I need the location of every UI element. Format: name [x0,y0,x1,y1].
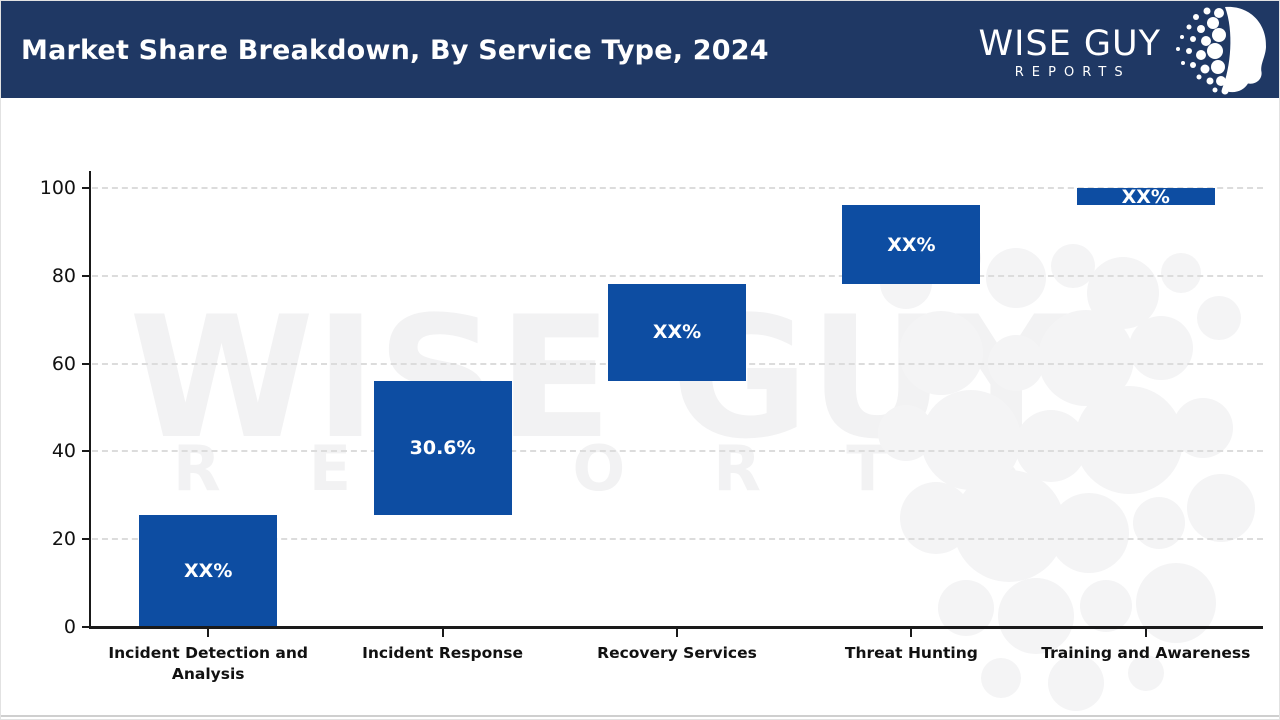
gridline [92,274,1263,277]
x-axis-category-label: Incident Response [362,644,524,662]
y-tick-mark [82,626,90,628]
logo-face-icon [1176,6,1267,95]
footer-divider [1,715,1279,717]
y-tick-label: 80 [51,264,76,287]
bar: XX% [608,284,746,381]
bar: XX% [842,205,981,285]
y-tick-mark [82,187,90,189]
bar: XX% [1076,185,1215,208]
x-tick-mark [207,629,210,637]
logo-wordmark-main: WISE GUY [978,24,1161,64]
bar: 30.6% [373,380,512,516]
x-axis-category-label: Threat Hunting [844,644,978,662]
x-axis-category-label: Incident Detection and Analysis [108,644,308,683]
x-tick-mark [676,629,678,637]
y-tick-mark [82,538,90,541]
bar-value-label: XX% [652,321,702,344]
y-tick-mark [82,362,90,365]
y-tick-mark [82,450,90,453]
y-axis [89,171,91,629]
y-tick-label: 40 [51,440,76,463]
x-axis-category-label: Training and Awareness [1041,644,1251,662]
gridline [92,450,1263,453]
page-title: Market Share Breakdown, By Service Type,… [21,35,769,66]
bar: XX% [139,515,278,627]
chart-area: WISE GUY REPORTS 0 20 40 60 80 100 XX% Incident… [1,98,1279,719]
wise-guy-logo: WISE GUY REPORTS [978,5,1271,95]
y-tick-label: 100 [39,177,76,199]
x-axis [89,626,1263,629]
gridline [92,538,1263,541]
watermark-reports-text: REPORTS [173,432,1110,505]
y-tick-label: 0 [63,616,76,638]
logo-wordmark: WISE GUY REPORTS [978,24,1161,80]
y-tick-label: 60 [51,352,76,375]
bar-value-label: XX% [887,233,936,256]
y-tick-mark [82,274,90,277]
header: Market Share Breakdown, By Service Type,… [1,1,1279,98]
x-tick-mark [910,629,913,637]
x-tick-mark [1144,629,1147,637]
gridline [92,187,1263,189]
bar-value-label: XX% [1121,185,1170,208]
x-axis-category-label: Recovery Services [597,644,757,662]
bar-value-label: XX% [184,560,233,583]
bar-value-label: 30.6% [409,436,476,459]
logo-wordmark-sub: REPORTS [1014,65,1131,80]
x-tick-mark [441,629,444,637]
y-tick-label: 20 [51,528,76,551]
